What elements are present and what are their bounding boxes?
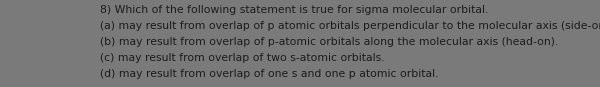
Text: (d) may result from overlap of one s and one p atomic orbital.: (d) may result from overlap of one s and…: [100, 69, 439, 79]
Text: 8) Which of the following statement is true for sigma molecular orbital.: 8) Which of the following statement is t…: [100, 5, 488, 15]
Text: (a) may result from overlap of p atomic orbitals perpendicular to the molecular : (a) may result from overlap of p atomic …: [100, 21, 600, 31]
Text: (c) may result from overlap of two s-atomic orbitals.: (c) may result from overlap of two s-ato…: [100, 53, 385, 63]
Text: (b) may result from overlap of p-atomic orbitals along the molecular axis (head-: (b) may result from overlap of p-atomic …: [100, 37, 559, 47]
